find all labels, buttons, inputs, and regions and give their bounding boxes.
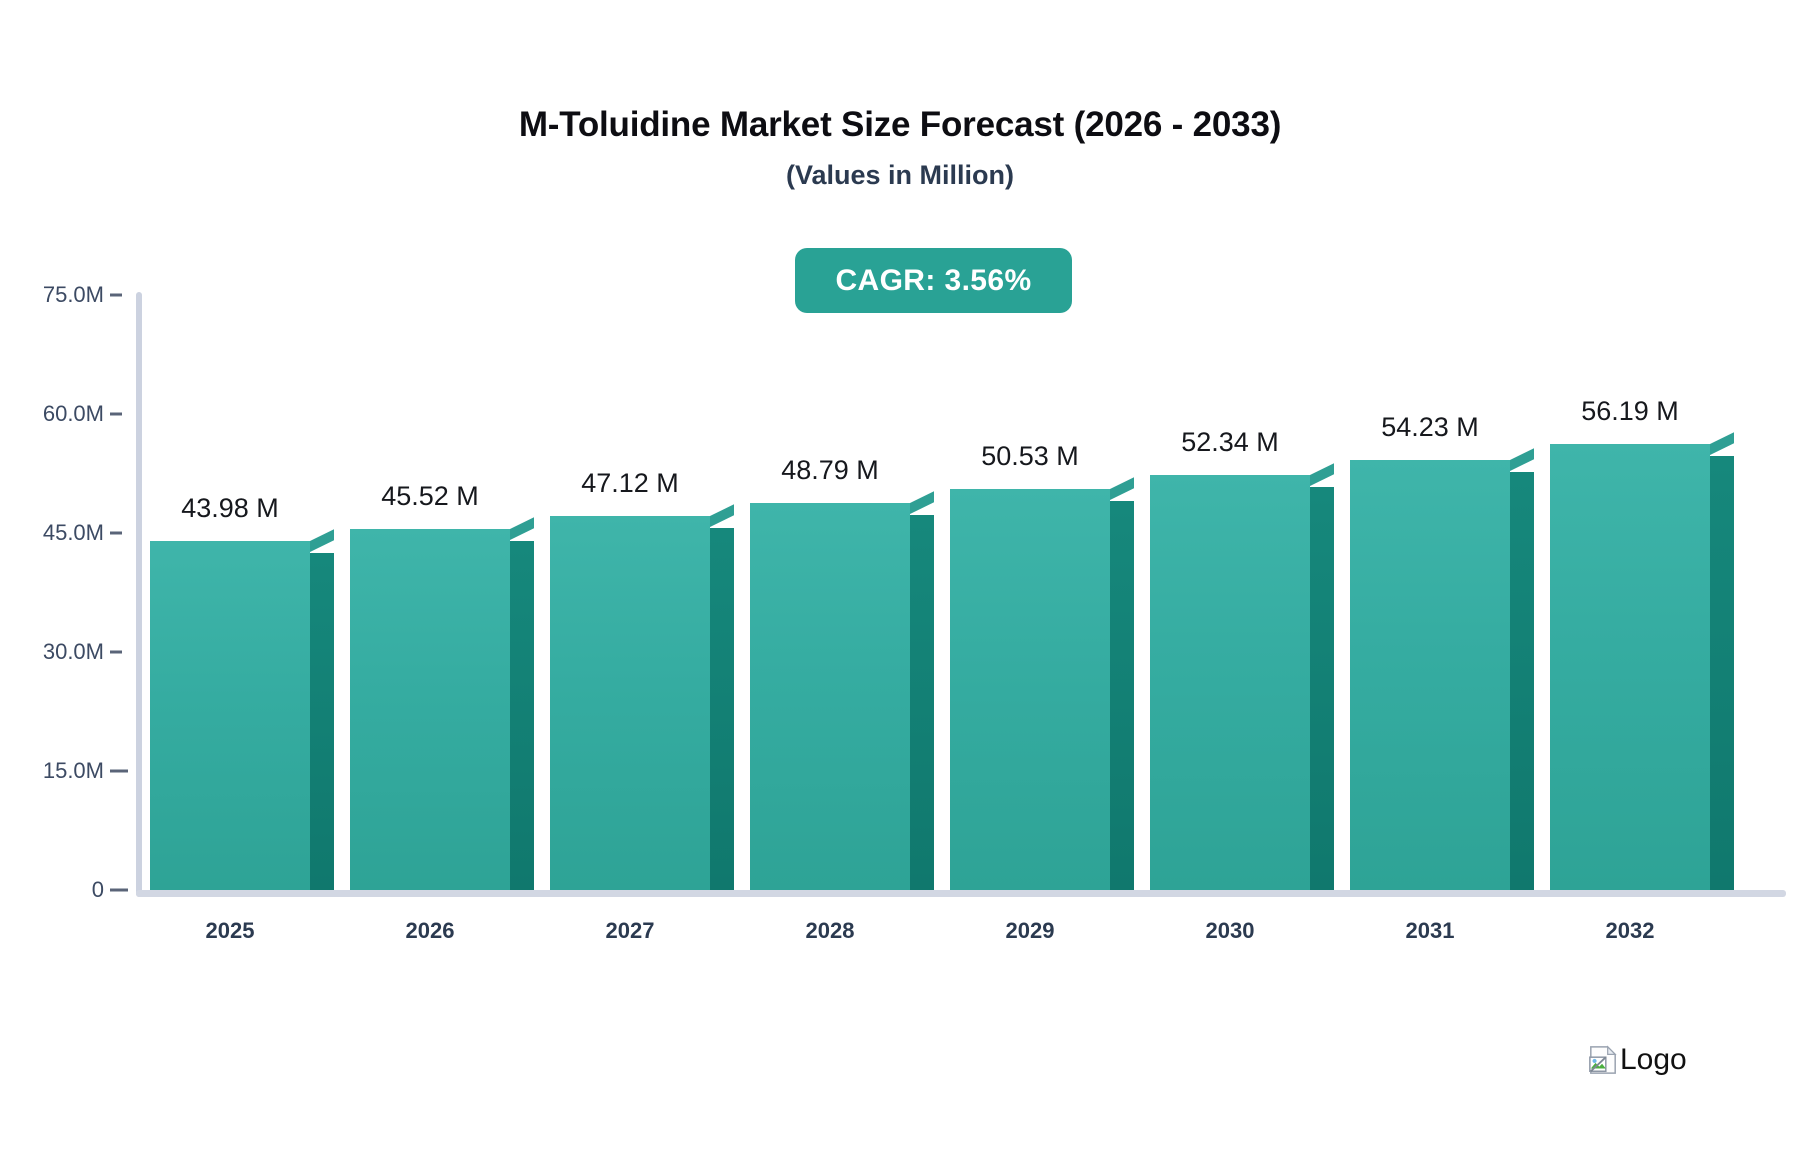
bar-value-label: 47.12 M [581,468,679,499]
y-axis-tick-label: 45.0M [42,520,104,545]
bar-top-face [310,529,334,553]
bar-side-shadow [910,514,934,890]
bar-value-label: 48.79 M [781,454,879,485]
bar-side-shadow [510,540,534,890]
bar-side-shadow [1310,486,1334,890]
bar-value-label: 56.19 M [1581,396,1679,427]
bar-top-face [1510,448,1534,471]
bar [1550,432,1734,890]
x-axis-tick-label: 2029 [1005,918,1055,943]
y-axis-tick-label: 60.0M [42,401,104,426]
y-axis-tick-mark [110,412,122,416]
bar-face [350,528,510,890]
bar-face [550,516,710,890]
bar-value-label: 50.53 M [981,441,1079,472]
x-axis-tick-label: 2030 [1205,918,1255,943]
bar-side-shadow [1110,501,1134,890]
bar-value-label: 45.52 M [381,480,479,511]
bar-top-face [910,491,934,514]
y-axis-tick-mark [110,650,122,654]
bar-side-shadow [1510,471,1534,890]
bar-face [950,489,1110,890]
bar [1350,448,1534,890]
x-axis-tick-label: 2025 [205,918,255,943]
x-axis-baseline [136,890,1786,897]
y-axis-tick-mark [110,293,122,297]
bar [1150,463,1334,890]
bar [950,477,1134,890]
bar [350,517,534,890]
bar-side-shadow [310,553,334,890]
y-axis-tick-label: 75.0M [42,282,104,307]
bar-face [150,541,310,890]
y-axis-tick-mark [110,531,122,535]
broken-image-icon [1589,1045,1617,1074]
bar [750,491,934,890]
bar-face [1150,474,1310,890]
x-axis-tick-label: 2027 [605,918,655,943]
bar-face [750,502,910,890]
y-axis-spine [136,292,142,897]
x-axis-tick-label: 2031 [1405,918,1455,943]
bar-top-face [1110,477,1134,501]
bar-value-label: 43.98 M [181,493,279,524]
cagr-badge: CAGR: 3.56% [795,248,1072,313]
bar-top-face [1710,432,1734,456]
x-axis-tick-label: 2032 [1605,918,1655,943]
y-axis-tick-label: 0 [91,877,104,902]
bar-top-face [510,517,534,540]
y-axis-tick-mark [110,888,128,892]
x-axis-tick-label: 2028 [805,918,855,943]
y-axis-tick-label: 30.0M [42,639,104,664]
bar-top-face [1310,463,1334,486]
bar-value-label: 52.34 M [1181,426,1279,457]
logo: Logo [1588,1045,1687,1075]
y-axis-tick-mark [110,769,128,773]
bar [150,529,334,890]
bar-top-face [710,504,734,528]
bar-value-label: 54.23 M [1381,411,1479,442]
cagr-badge-label: CAGR: 3.56% [835,263,1032,297]
x-axis-tick-label: 2026 [405,918,455,943]
y-axis-tick-label: 15.0M [42,758,104,783]
bar-face [1550,444,1710,890]
bar-side-shadow [1710,456,1734,890]
bar [550,504,734,890]
bar-side-shadow [710,528,734,890]
logo-alt-text: Logo [1620,1043,1687,1076]
bar-face [1350,459,1510,890]
